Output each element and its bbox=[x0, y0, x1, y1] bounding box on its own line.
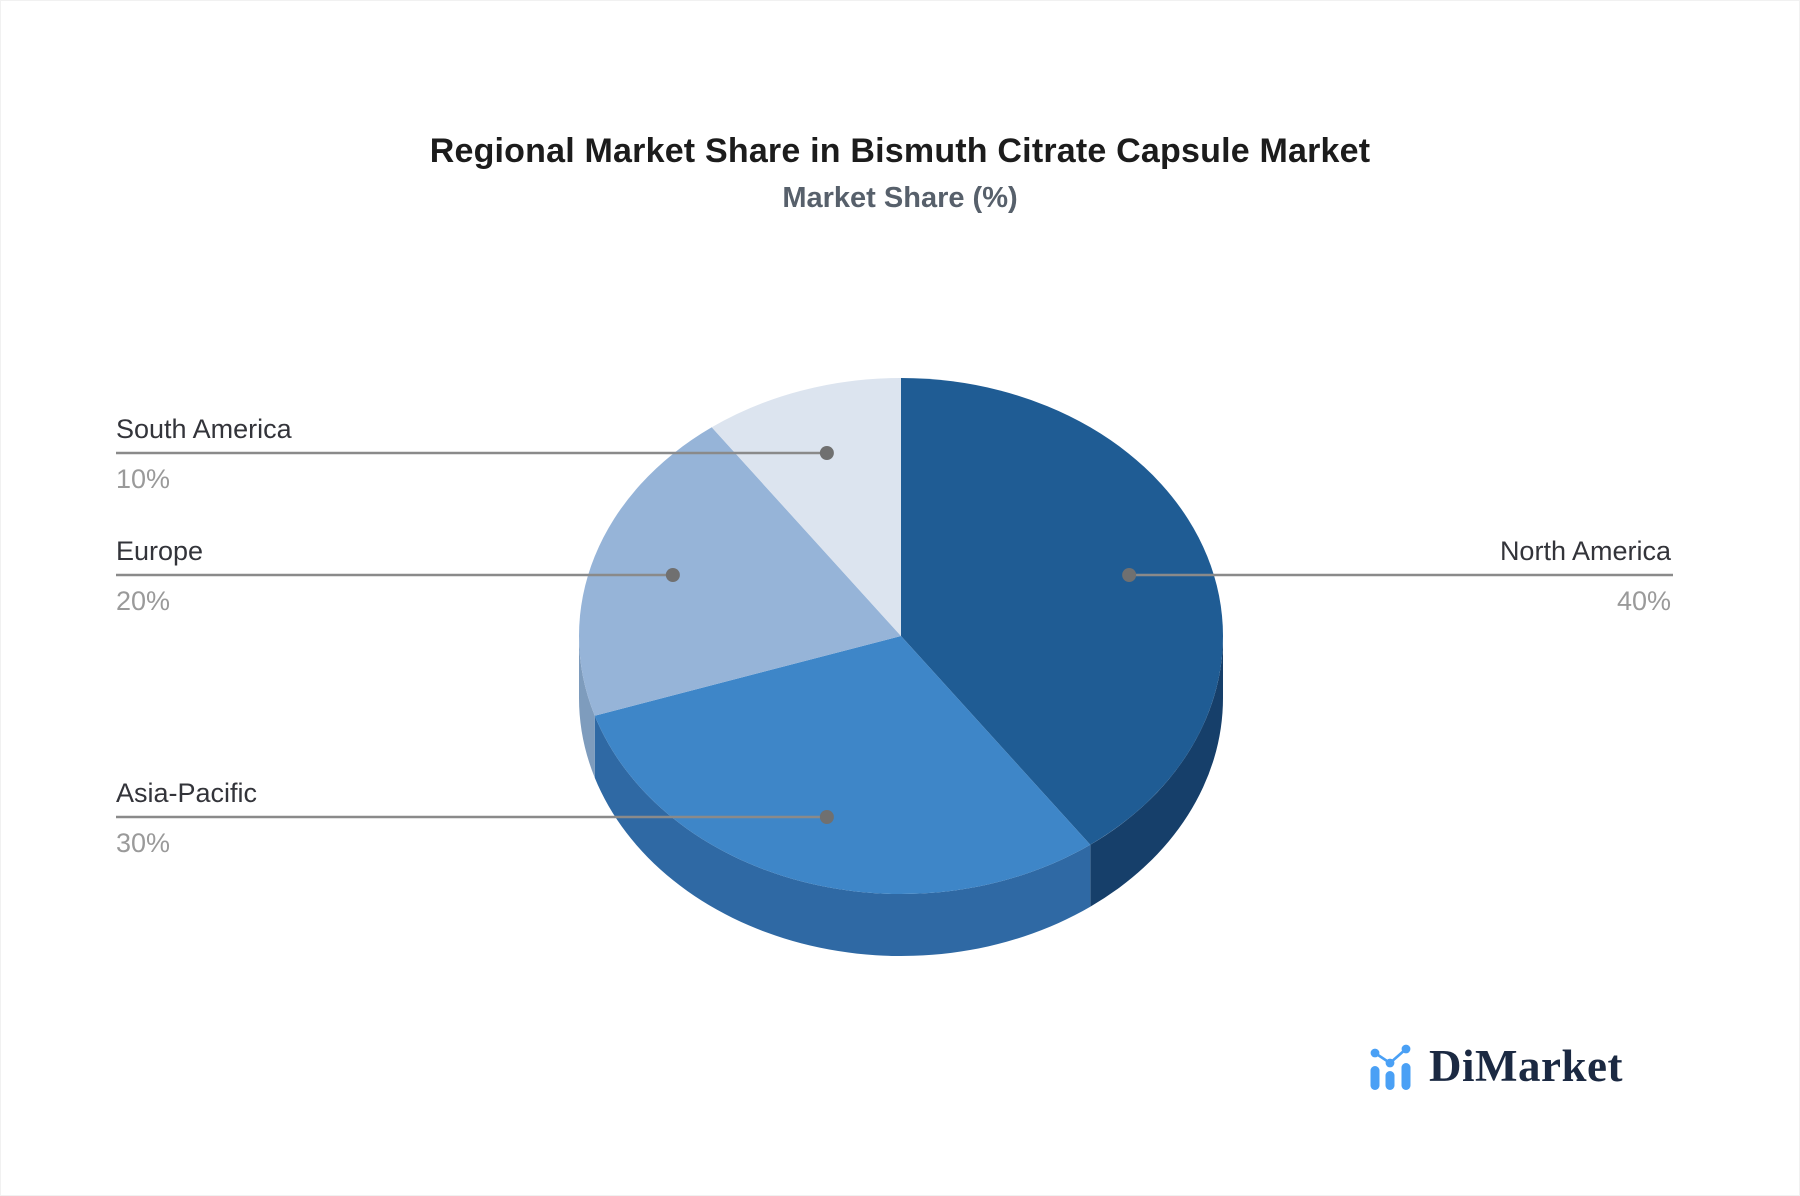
pie-slice-side-europe bbox=[579, 636, 595, 778]
chart-title: Regional Market Share in Bismuth Citrate… bbox=[429, 132, 1371, 170]
slice-value: 10% bbox=[116, 464, 171, 494]
leader-dot-asia-pacific bbox=[819, 810, 834, 824]
slice-label: Europe bbox=[116, 536, 204, 566]
slice-value: 20% bbox=[116, 586, 171, 616]
slice-value: 30% bbox=[116, 828, 171, 858]
pie-slice-europe bbox=[579, 427, 901, 716]
chart-subtitle: Market Share (%) bbox=[782, 182, 1018, 214]
pie-slice-side-asia-pacific bbox=[594, 715, 1091, 956]
bar-line-chart-icon bbox=[1370, 1044, 1411, 1090]
leader-dot-south-america bbox=[819, 446, 834, 460]
slice-label: North America bbox=[1499, 536, 1671, 566]
pie-slice-side-north-america bbox=[1090, 636, 1223, 907]
pie-slice-south-america bbox=[711, 378, 901, 636]
slice-value: 40% bbox=[1616, 586, 1671, 616]
slice-label: South America bbox=[116, 414, 292, 444]
dimarket-logo: DiMarket bbox=[1368, 1041, 1623, 1091]
slice-label: Asia-Pacific bbox=[116, 778, 258, 808]
leader-dot-north-america bbox=[1122, 568, 1137, 582]
pie-slice-asia-pacific bbox=[594, 636, 1091, 894]
logo-text: DiMarket bbox=[1429, 1041, 1623, 1091]
leader-dot-europe bbox=[665, 568, 680, 582]
pie-slice-north-america bbox=[901, 378, 1223, 845]
